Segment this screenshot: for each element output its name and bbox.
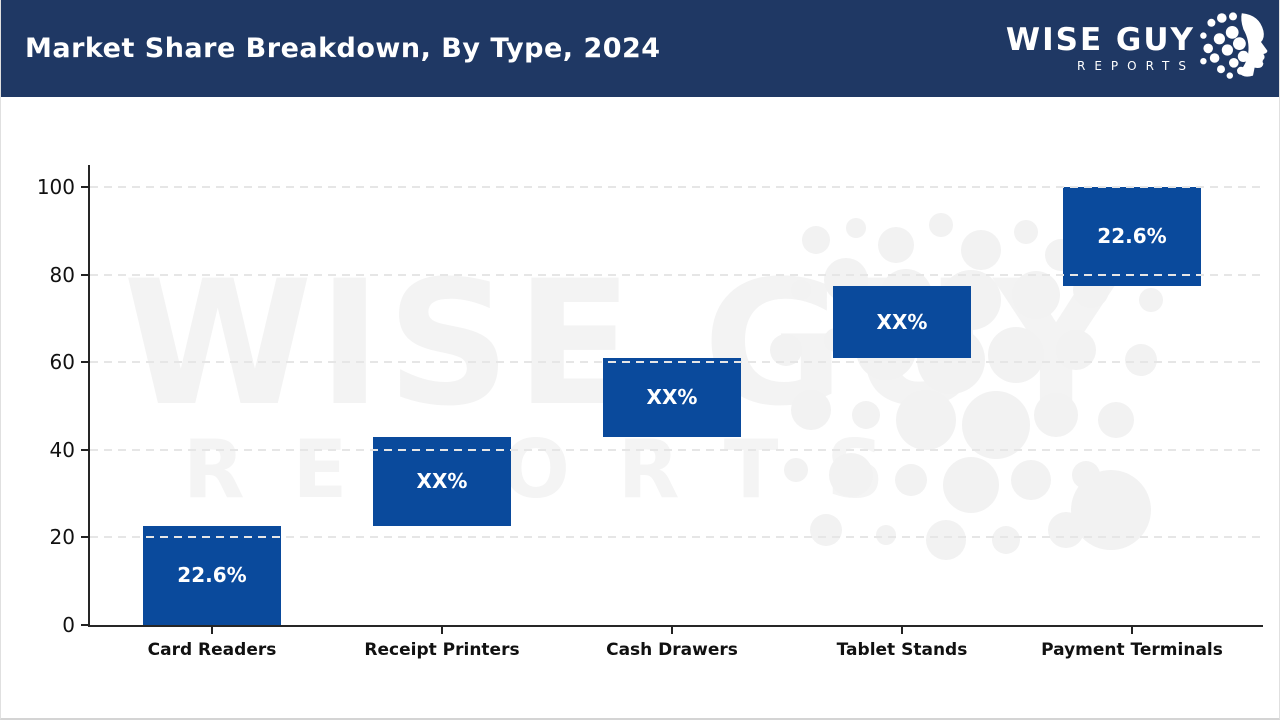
bar-payment-terminals: 22.6%	[1063, 187, 1201, 286]
y-axis-tick-label: 60	[49, 350, 75, 375]
y-axis-spine	[88, 165, 90, 627]
y-axis-tick-mark	[81, 273, 90, 276]
watermark-reports: REPORTS	[183, 423, 933, 516]
x-axis-category-label: Payment Terminals	[1041, 640, 1223, 660]
x-axis-category-label: Cash Drawers	[606, 640, 738, 660]
y-axis-tick-mark	[81, 624, 90, 626]
y-axis-tick-label: 40	[49, 437, 75, 462]
brand-subtitle: REPORTS	[1076, 58, 1195, 73]
gridline	[90, 448, 1263, 451]
bar-value-label: XX%	[416, 469, 468, 494]
bar-value-label: XX%	[876, 309, 928, 334]
bar-tablet-stands: XX%	[833, 285, 971, 358]
bar-receipt-printers: XX%	[373, 436, 511, 526]
bar-card-readers: 22.6%	[143, 526, 281, 625]
bar-value-label: 22.6%	[177, 563, 247, 588]
x-axis-tick-mark	[441, 627, 443, 634]
bar-value-label: XX%	[646, 385, 698, 410]
x-axis-tick-mark	[1131, 627, 1133, 634]
x-axis-category-label: Tablet Stands	[836, 640, 968, 660]
x-axis-tick-mark	[671, 627, 673, 634]
gridline	[90, 536, 1263, 539]
y-axis-tick-mark	[81, 536, 90, 539]
gridline	[90, 361, 1263, 364]
gridline	[90, 186, 1263, 188]
header: Market Share Breakdown, By Type, 2024 WI…	[1, 0, 1279, 97]
gridline	[90, 273, 1263, 276]
y-axis-tick-label: 100	[36, 175, 75, 199]
bar-cash-drawers: XX%	[603, 357, 741, 437]
brand-name: WISE GUY	[1005, 22, 1195, 59]
y-axis-tick-mark	[81, 361, 90, 364]
chart-title: Market Share Breakdown, By Type, 2024	[25, 33, 661, 64]
brand-logo: WISE GUY REPORTS	[1006, 6, 1269, 90]
head-dots-icon	[1197, 6, 1269, 90]
y-axis-tick-label: 20	[49, 525, 75, 550]
x-axis-category-label: Receipt Printers	[364, 640, 520, 660]
y-axis-tick-label: 80	[49, 262, 75, 287]
x-axis-tick-mark	[901, 627, 903, 634]
x-axis-spine	[88, 625, 1263, 627]
x-axis-category-label: Card Readers	[147, 640, 277, 660]
y-axis-tick-mark	[81, 186, 90, 188]
brand-wordmark: WISE GUY REPORTS	[1006, 24, 1195, 72]
bar-value-label: 22.6%	[1097, 224, 1167, 249]
x-axis-tick-mark	[211, 627, 213, 634]
y-axis-tick-label: 0	[62, 613, 75, 637]
y-axis-tick-mark	[81, 448, 90, 451]
